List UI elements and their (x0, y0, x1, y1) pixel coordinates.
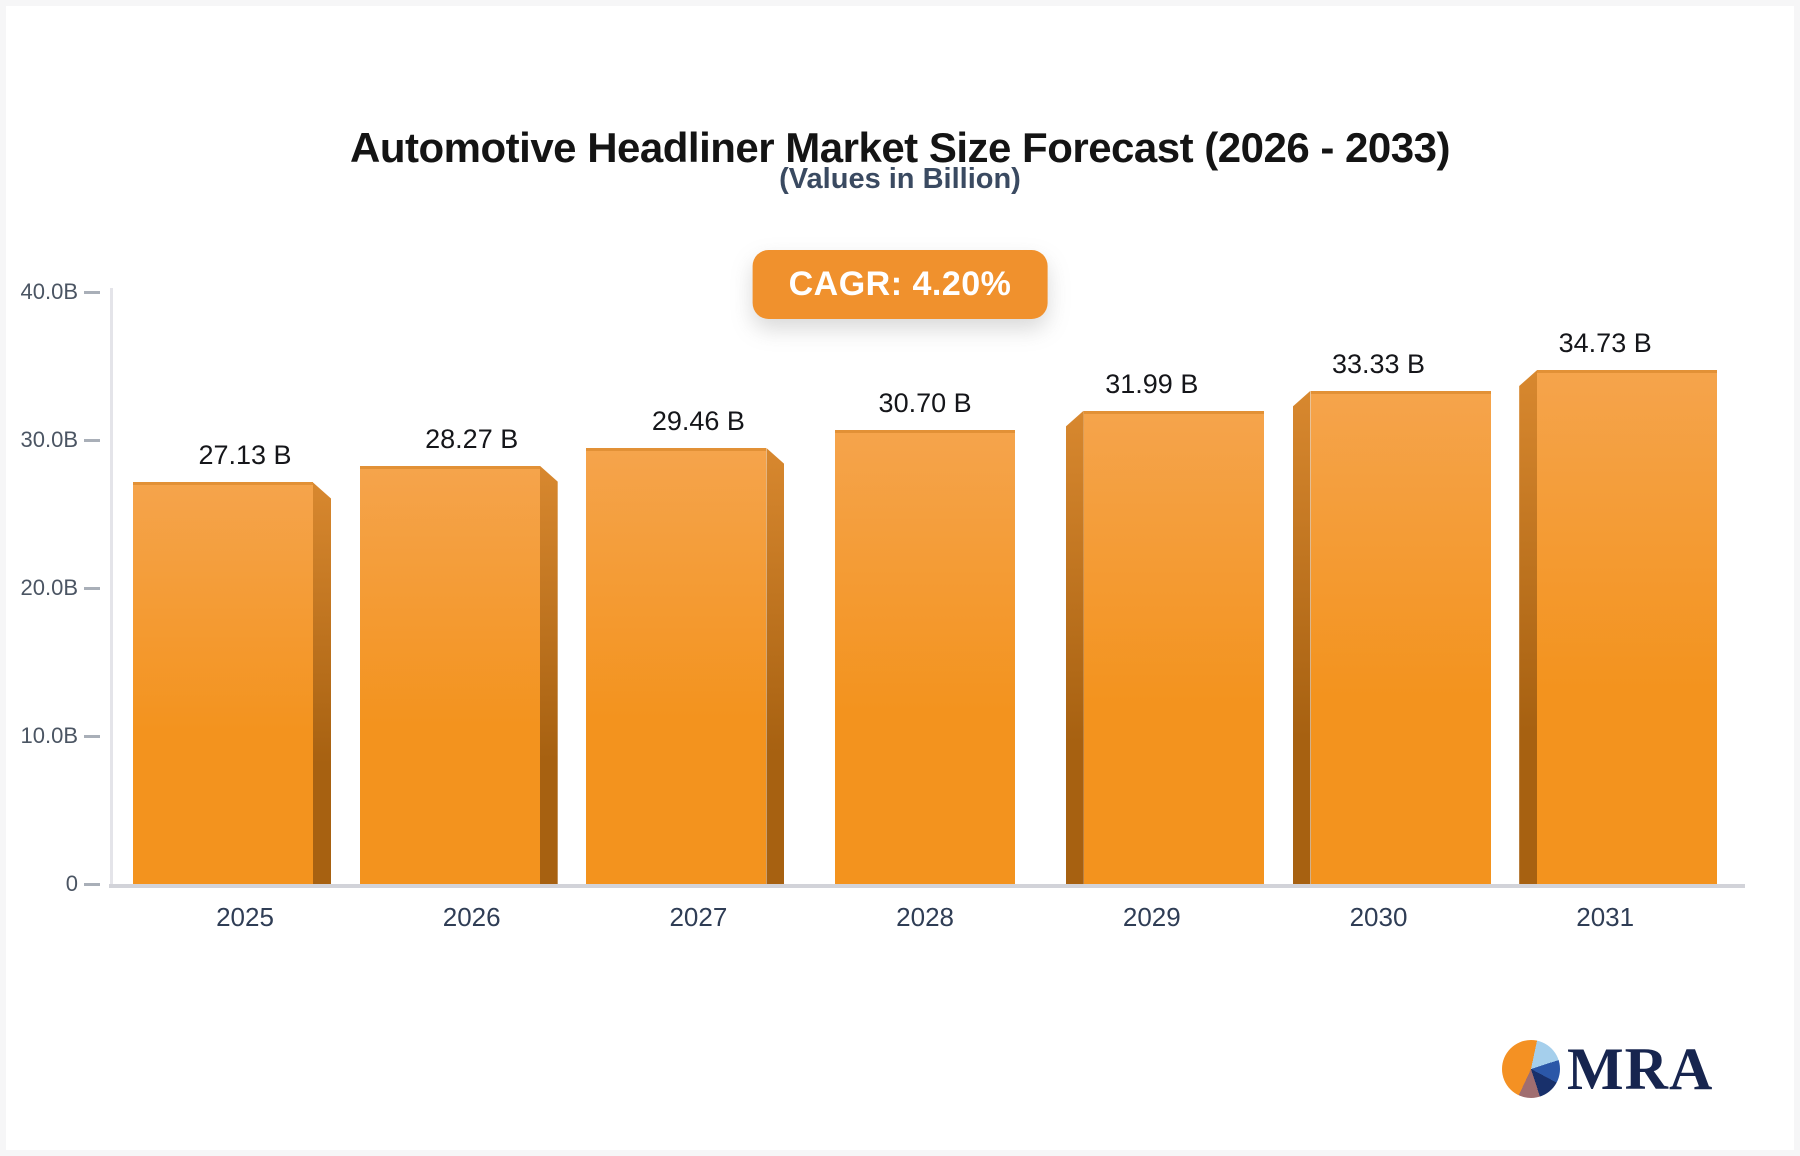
bar-value-label: 33.33 B (1331, 348, 1426, 379)
y-tick-label: 0 (65, 871, 78, 896)
mra-logo: MRA (1502, 1038, 1713, 1100)
y-tick-dash (84, 439, 100, 442)
x-tick-label: 2028 (896, 902, 955, 932)
bar-side-2029 (1065, 410, 1084, 884)
y-tick-label: 40.0B (20, 279, 79, 304)
page-title: Automotive Headliner Market Size Forecas… (350, 124, 1450, 172)
bar-2031 (1537, 369, 1718, 884)
x-tick-label: 2027 (669, 902, 728, 932)
logo-text: MRA (1567, 1036, 1714, 1102)
bar-2025 (133, 482, 313, 884)
y-tick-label: 30.0B (20, 427, 79, 452)
bar-side-2030 (1292, 390, 1311, 884)
bar-2028 (835, 429, 1016, 884)
bar-side-2031 (1519, 369, 1538, 884)
y-tick-dash (84, 291, 100, 294)
y-axis-line (110, 288, 113, 884)
bar-2027 (586, 447, 767, 884)
bar-value-label: 34.73 B (1558, 327, 1652, 358)
x-tick-label: 2030 (1349, 902, 1408, 932)
y-tick-label: 20.0B (20, 575, 79, 600)
bar-2026 (359, 465, 540, 884)
bar-value-label: 29.46 B (651, 405, 745, 436)
bar-value-label: 31.99 B (1105, 368, 1199, 399)
x-tick-label: 2025 (216, 902, 274, 932)
x-axis-baseline (109, 884, 1745, 888)
bar-side-2027 (766, 447, 785, 884)
x-tick-label: 2029 (1122, 902, 1181, 932)
bar-side-2026 (539, 465, 558, 884)
cagr-badge: CAGR: 4.20% (752, 250, 1048, 319)
bar-value-label: 28.27 B (425, 423, 519, 454)
x-tick-label: 2026 (442, 902, 501, 932)
bar-side-2025 (313, 482, 331, 884)
y-tick-dash (84, 587, 100, 590)
pie-chart-logo-icon (1502, 1040, 1560, 1098)
x-tick-label: 2031 (1576, 902, 1635, 932)
y-tick-dash (84, 883, 100, 886)
y-tick-label: 10.0B (20, 723, 79, 748)
bar-value-label: 27.13 B (198, 440, 292, 471)
bar-2029 (1083, 410, 1264, 884)
bar-value-label: 30.70 B (878, 387, 972, 418)
y-tick-dash (84, 735, 100, 738)
page-subtitle: (Values in Billion) (779, 163, 1021, 195)
bar-2030 (1310, 390, 1491, 884)
